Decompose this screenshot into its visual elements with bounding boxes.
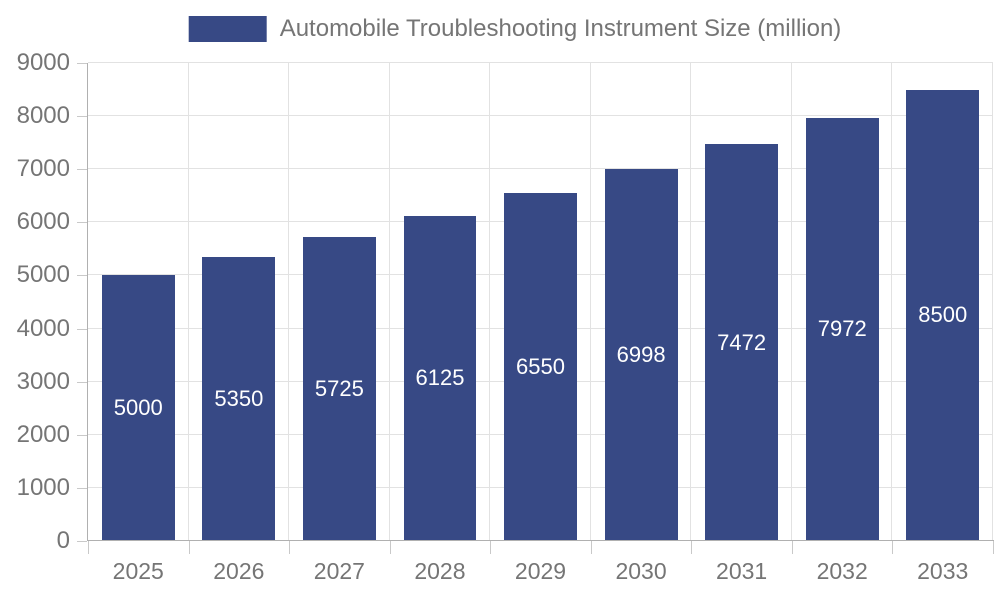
y-tick-label: 4000 (16, 314, 70, 342)
x-tick-label-2033: 2033 (917, 558, 969, 584)
bar-slot-2026: 5350 (189, 63, 290, 541)
x-axis-line (88, 540, 994, 541)
y-tick-label: 6000 (16, 208, 70, 236)
x-tick-label-2028: 2028 (414, 558, 466, 584)
y-tick (77, 381, 87, 383)
y-tick (77, 541, 87, 542)
y-tick (77, 222, 87, 224)
y-tick-label: 7000 (16, 155, 70, 183)
y-tick-label: 0 (56, 527, 70, 554)
plot-area: 5000 5350 5725 6125 6550 6998 7472 7972 8500 (88, 62, 993, 541)
x-axis-labels: 2025 2026 2027 2028 2029 2030 2031 2032 2033 (88, 558, 993, 588)
y-tick-label: 1000 (16, 473, 70, 501)
bar-value-label: 6125 (415, 365, 465, 391)
x-tick-label-2027: 2027 (313, 558, 365, 584)
y-tick (77, 434, 87, 436)
x-tick (88, 541, 89, 554)
v-gridline (690, 63, 692, 541)
bar-slot-2031: 7472 (691, 63, 792, 541)
bar-slot-2030: 6998 (591, 63, 692, 541)
v-gridline (388, 63, 390, 541)
bars: 5000 5350 5725 6125 6550 6998 7472 7972 8500 (88, 63, 993, 541)
v-gridline (288, 63, 290, 541)
y-tick-label: 2000 (16, 420, 70, 448)
h-gridline (88, 62, 993, 63)
x-tick-label-2030: 2030 (615, 558, 667, 584)
v-gridline (790, 63, 792, 541)
x-tick (791, 541, 793, 554)
legend-label: Automobile Troubleshooting Instrument Si… (279, 15, 842, 42)
x-tick (590, 541, 592, 554)
v-gridline (187, 63, 189, 541)
x-tick-label-2031: 2031 (716, 558, 768, 584)
bar-value-label: 5350 (214, 385, 264, 411)
bar-slot-2032: 7972 (792, 63, 893, 541)
bar-2033: 8500 (906, 89, 980, 541)
v-gridline (589, 63, 591, 541)
h-gridline (88, 115, 993, 117)
x-axis-ticks (88, 541, 994, 554)
bar-2026: 5350 (202, 256, 276, 541)
bar-value-label: 5000 (113, 395, 163, 421)
x-tick-label-2025: 2025 (112, 558, 164, 584)
bar-slot-2028: 6125 (390, 63, 491, 541)
y-axis-line (87, 63, 88, 541)
v-gridline (891, 63, 893, 541)
bar-value-label: 7972 (817, 316, 867, 342)
y-tick (77, 487, 87, 489)
y-tick-label: 3000 (16, 367, 70, 395)
x-tick (490, 541, 492, 554)
x-tick-label-2032: 2032 (816, 558, 868, 584)
x-tick (892, 541, 894, 554)
bar-2027: 5725 (302, 236, 376, 541)
y-tick (77, 328, 87, 330)
y-tick-label: 5000 (16, 261, 70, 289)
bar-2032: 7972 (805, 117, 879, 541)
y-axis-ticks (77, 63, 87, 542)
bar-2025: 5000 (101, 275, 175, 541)
bar-value-label: 6550 (516, 354, 565, 380)
bar-2030: 6998 (604, 169, 678, 541)
y-tick (77, 275, 87, 277)
y-tick (77, 63, 87, 64)
x-tick (993, 541, 994, 554)
h-gridline (88, 168, 993, 170)
bar-2031: 7472 (705, 144, 779, 541)
v-gridline (489, 63, 491, 541)
bar-slot-2027: 5725 (289, 63, 390, 541)
bar-slot-2029: 6550 (490, 63, 591, 541)
x-tick-label-2026: 2026 (213, 558, 265, 584)
bar-2028: 6125 (403, 215, 477, 541)
x-tick (691, 541, 693, 554)
bar-value-label: 8500 (918, 302, 968, 328)
bar-value-label: 6998 (616, 342, 666, 368)
legend-swatch (188, 16, 267, 42)
y-axis-labels: 0 1000 2000 3000 4000 5000 6000 7000 8000 9000 (0, 49, 70, 554)
y-tick (77, 169, 87, 171)
v-gridline (992, 63, 993, 541)
bar-value-label: 7472 (717, 329, 767, 355)
bar-slot-2033: 8500 (893, 63, 994, 541)
x-tick (389, 541, 391, 554)
y-tick-label: 8000 (16, 102, 70, 130)
x-tick (188, 541, 190, 554)
bar-slot-2025: 5000 (88, 63, 189, 541)
y-tick (77, 116, 87, 118)
legend: Automobile Troubleshooting Instrument Si… (188, 15, 842, 43)
x-tick (289, 541, 291, 554)
x-tick-label-2029: 2029 (514, 558, 567, 584)
y-tick-label: 9000 (16, 49, 70, 76)
bar-2029: 6550 (504, 193, 577, 541)
bar-value-label: 5725 (314, 375, 364, 401)
